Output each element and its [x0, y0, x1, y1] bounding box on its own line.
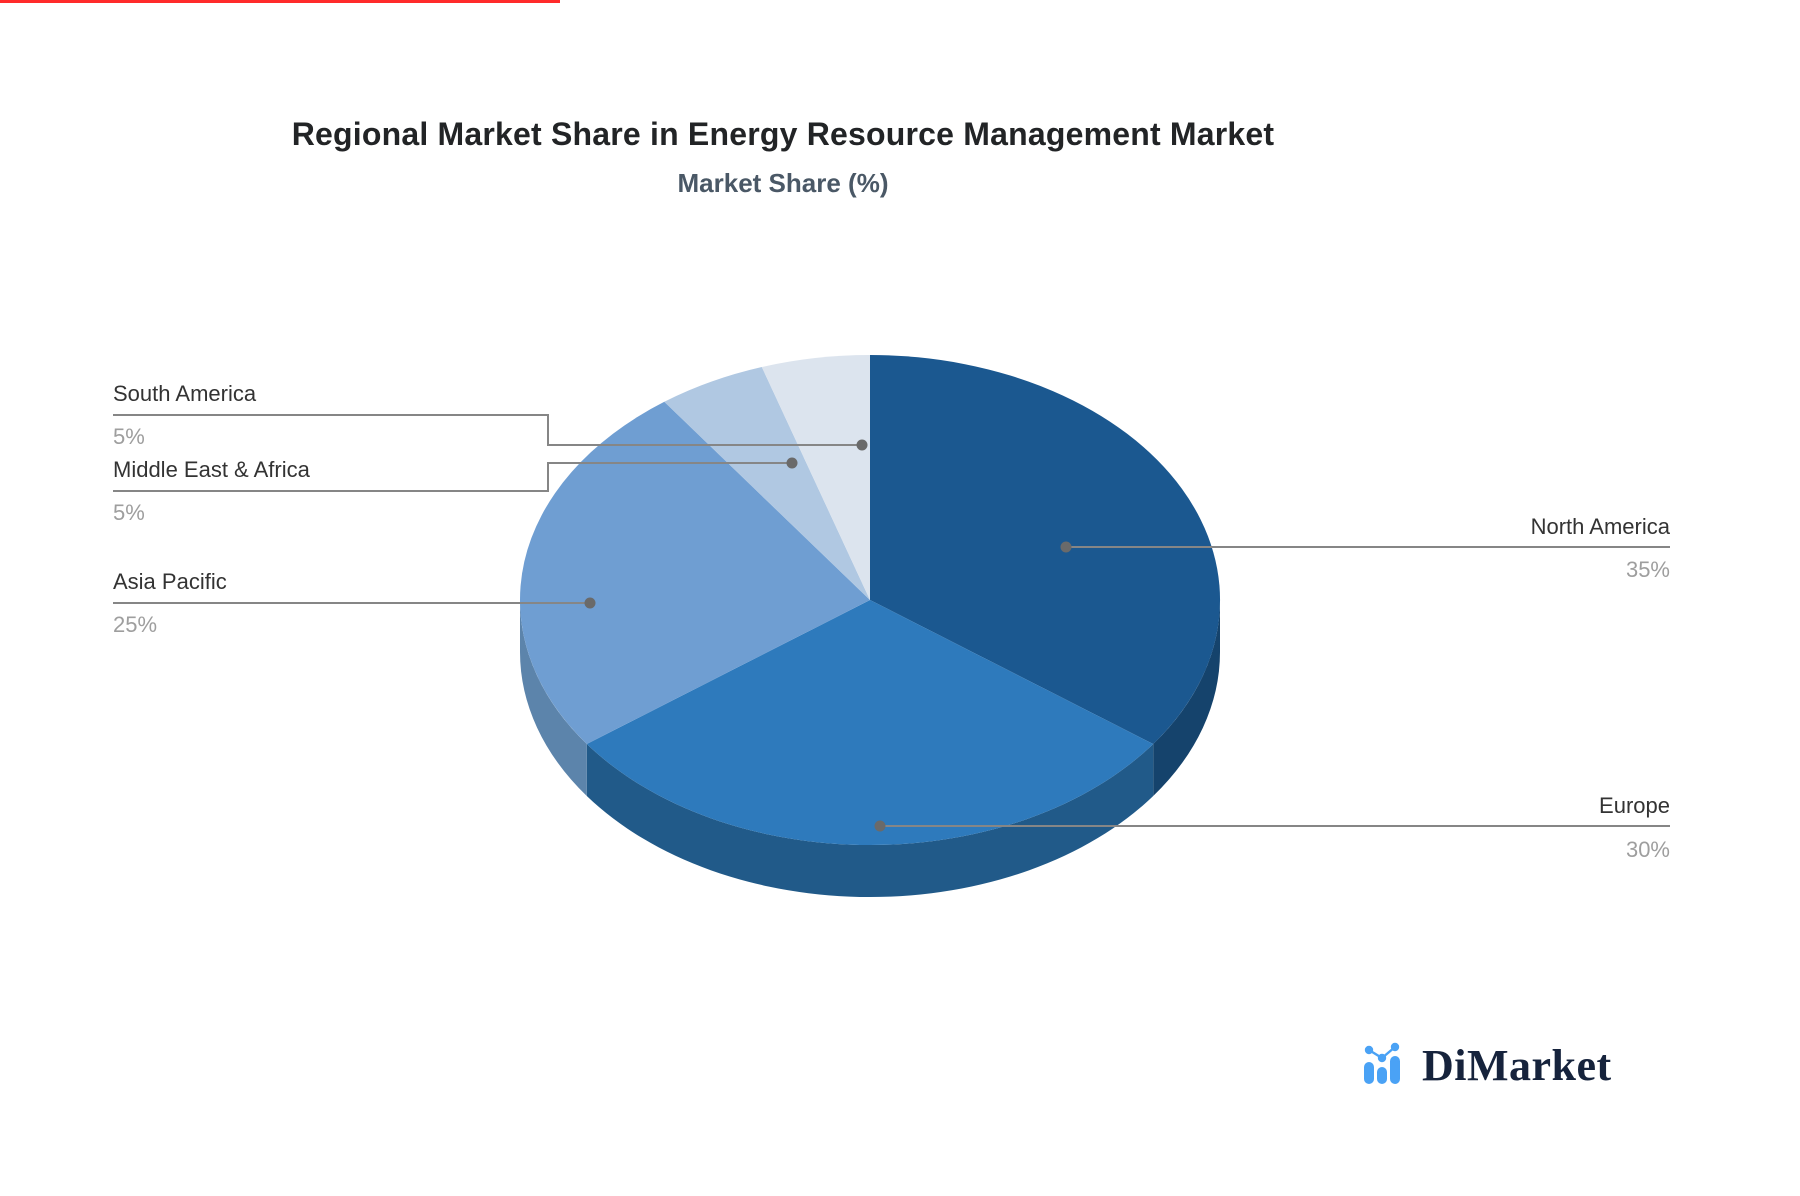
logo-bar: [1377, 1067, 1387, 1084]
pie-slice-asia-pacific[interactable]: [519, 401, 870, 744]
dot-europe: [874, 820, 886, 832]
pie-slice-middle-east-africa[interactable]: [664, 367, 870, 600]
value-asia-pacific: 25%: [113, 612, 158, 637]
label-asia-pacific: Asia Pacific: [113, 569, 227, 594]
pie-slice-south-america[interactable]: [761, 355, 870, 600]
label-connectors: [113, 414, 1670, 827]
logo-dot: [1364, 1045, 1374, 1055]
logo-bar: [1364, 1062, 1374, 1084]
logo-bar: [1390, 1056, 1400, 1084]
chart-title: Regional Market Share in Energy Resource…: [291, 116, 1275, 152]
bar-chart-logo-icon: [1364, 1042, 1400, 1084]
label-north-america: North America: [1530, 514, 1670, 539]
connector-dots: [584, 439, 1072, 832]
pie-slices: [519, 355, 1221, 898]
value-europe: 30%: [1625, 837, 1670, 862]
connector-middle-east-africa: [113, 462, 792, 492]
logo-dot: [1377, 1053, 1387, 1063]
pie-slice-north-america[interactable]: [870, 355, 1221, 744]
pie-side-europe[interactable]: [586, 744, 1154, 898]
dot-middle-east-africa: [786, 457, 798, 469]
label-south-america: South America: [113, 381, 257, 406]
connector-south-america: [113, 414, 862, 446]
pie-side-asia-pacific[interactable]: [519, 600, 587, 796]
top-red-strip: [0, 0, 560, 3]
value-middle-east-africa: 5%: [113, 500, 145, 525]
chart-subtitle: Market Share (%): [677, 168, 889, 198]
brand-logo: DiMarket: [1360, 1038, 1612, 1090]
pie-slice-europe[interactable]: [586, 600, 1154, 846]
dot-asia-pacific: [584, 597, 596, 609]
brand-logo-text: DiMarket: [1422, 1041, 1612, 1090]
dot-south-america: [856, 439, 868, 451]
logo-dot: [1390, 1042, 1400, 1052]
dot-north-america: [1060, 541, 1072, 553]
value-north-america: 35%: [1625, 557, 1670, 582]
label-middle-east-africa: Middle East & Africa: [113, 457, 310, 482]
pie-side-north-america[interactable]: [1153, 600, 1220, 796]
label-europe: Europe: [1599, 793, 1670, 818]
value-south-america: 5%: [113, 424, 145, 449]
